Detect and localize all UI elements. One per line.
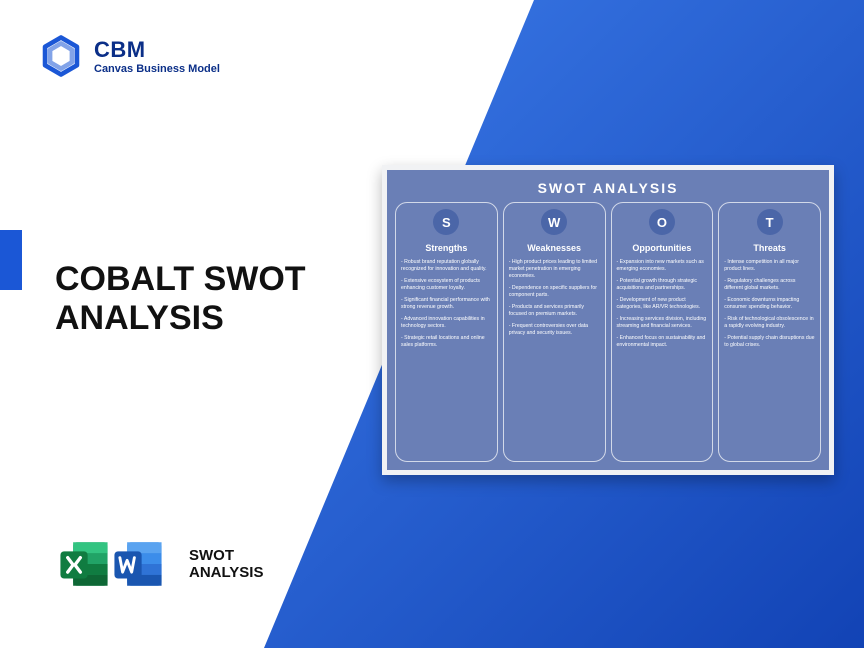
logo-subtitle: Canvas Business Model bbox=[94, 63, 220, 75]
list-item: - Intense competition in all major produ… bbox=[724, 259, 815, 273]
list-item: - Development of new product categories,… bbox=[617, 297, 708, 311]
list-item: - Risk of technological obsolescence in … bbox=[724, 316, 815, 330]
list-item: - Potential growth through strategic acq… bbox=[617, 278, 708, 292]
swot-col-opportunities: O Opportunities - Expansion into new mar… bbox=[611, 202, 714, 462]
list-item: - Enhanced focus on sustainability and e… bbox=[617, 335, 708, 349]
swot-badge-o: O bbox=[649, 209, 675, 235]
canvas: CBM Canvas Business Model COBALT SWOT AN… bbox=[0, 0, 864, 648]
footer-block: SWOT ANALYSIS bbox=[55, 535, 263, 593]
excel-icon bbox=[55, 535, 113, 593]
list-item: - High product prices leading to limited… bbox=[509, 259, 600, 280]
list-item: - Robust brand reputation globally recog… bbox=[401, 259, 492, 273]
logo-text: CBM Canvas Business Model bbox=[94, 37, 220, 75]
headline-line-2: ANALYSIS bbox=[55, 299, 306, 338]
swot-col-title-s: Strengths bbox=[425, 243, 467, 253]
list-item: - Economic downturns impacting consumer … bbox=[724, 297, 815, 311]
word-icon bbox=[109, 535, 167, 593]
swot-card-title: SWOT ANALYSIS bbox=[395, 180, 821, 196]
page-title: COBALT SWOT ANALYSIS bbox=[55, 260, 306, 338]
logo-mark-icon bbox=[40, 35, 82, 77]
footer-line-2: ANALYSIS bbox=[189, 564, 263, 581]
swot-col-threats: T Threats - Intense competition in all m… bbox=[718, 202, 821, 462]
swot-badge-s: S bbox=[433, 209, 459, 235]
logo-abbr: CBM bbox=[94, 37, 220, 63]
swot-col-title-w: Weaknesses bbox=[527, 243, 581, 253]
brand-logo: CBM Canvas Business Model bbox=[40, 35, 220, 77]
swot-col-title-t: Threats bbox=[753, 243, 786, 253]
list-item: - Regulatory challenges across different… bbox=[724, 278, 815, 292]
list-item: - Dependence on specific suppliers for c… bbox=[509, 285, 600, 299]
list-item: - Increasing services division, includin… bbox=[617, 316, 708, 330]
list-item: - Frequent controversies over data priva… bbox=[509, 323, 600, 337]
list-item: - Advanced innovation capabilities in te… bbox=[401, 316, 492, 330]
swot-items-o: - Expansion into new markets such as eme… bbox=[617, 259, 708, 354]
swot-col-weaknesses: W Weaknesses - High product prices leadi… bbox=[503, 202, 606, 462]
swot-items-t: - Intense competition in all major produ… bbox=[724, 259, 815, 354]
headline-line-1: COBALT SWOT bbox=[55, 260, 306, 299]
swot-badge-w: W bbox=[541, 209, 567, 235]
list-item: - Significant financial performance with… bbox=[401, 297, 492, 311]
list-item: - Products and services primarily focuse… bbox=[509, 304, 600, 318]
footer-text: SWOT ANALYSIS bbox=[189, 547, 263, 582]
swot-items-s: - Robust brand reputation globally recog… bbox=[401, 259, 492, 354]
swot-col-title-o: Opportunities bbox=[632, 243, 691, 253]
list-item: - Expansion into new markets such as eme… bbox=[617, 259, 708, 273]
swot-columns: S Strengths - Robust brand reputation gl… bbox=[395, 202, 821, 462]
left-accent-strip bbox=[0, 230, 22, 290]
swot-items-w: - High product prices leading to limited… bbox=[509, 259, 600, 342]
list-item: - Strategic retail locations and online … bbox=[401, 335, 492, 349]
list-item: - Extensive ecosystem of products enhanc… bbox=[401, 278, 492, 292]
swot-card: SWOT ANALYSIS S Strengths - Robust brand… bbox=[382, 165, 834, 475]
swot-col-strengths: S Strengths - Robust brand reputation gl… bbox=[395, 202, 498, 462]
footer-line-1: SWOT bbox=[189, 547, 263, 564]
swot-badge-t: T bbox=[757, 209, 783, 235]
list-item: - Potential supply chain disruptions due… bbox=[724, 335, 815, 349]
